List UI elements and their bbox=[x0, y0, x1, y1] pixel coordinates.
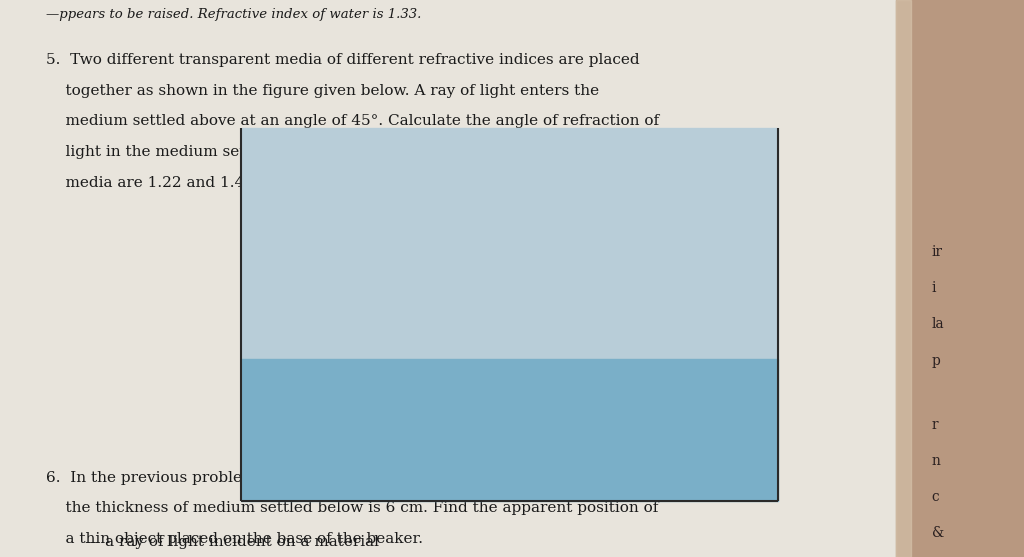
Bar bbox=[241, 128, 778, 501]
Text: the thickness of medium settled below is 6 cm. Find the apparent position of: the thickness of medium settled below is… bbox=[46, 501, 658, 515]
Text: &: & bbox=[932, 526, 944, 540]
Text: —ppears to be raised. Refractive index of water is 1.33.: —ppears to be raised. Refractive index o… bbox=[46, 8, 422, 21]
Bar bbox=[241, 128, 778, 359]
Bar bbox=[241, 359, 778, 501]
Text: n: n bbox=[932, 454, 941, 468]
Bar bbox=[896, 0, 1024, 557]
Text: 6.  In the previous problem, the thickness of medium settled above is 5 cm and: 6. In the previous problem, the thicknes… bbox=[46, 471, 657, 485]
Text: ir: ir bbox=[932, 245, 943, 259]
Text: light in the medium settled below. The refractive indices of upper and lower: light in the medium settled below. The r… bbox=[46, 145, 654, 159]
Text: r: r bbox=[932, 418, 938, 432]
Text: together as shown in the figure given below. A ray of light enters the: together as shown in the figure given be… bbox=[46, 84, 599, 97]
Text: p: p bbox=[932, 354, 941, 368]
Text: medium settled above at an angle of 45°. Calculate the angle of refraction of: medium settled above at an angle of 45°.… bbox=[46, 114, 659, 129]
Bar bbox=[896, 0, 911, 557]
Text: i: i bbox=[932, 281, 936, 295]
Text: la: la bbox=[932, 317, 944, 331]
Text: media are 1.22 and 1.44, respectively.: media are 1.22 and 1.44, respectively. bbox=[46, 176, 360, 190]
Text: a thin object placed on the base of the beaker.: a thin object placed on the base of the … bbox=[46, 532, 423, 546]
Text: — a ray of light incident on a material: — a ray of light incident on a material bbox=[46, 535, 379, 549]
Text: c: c bbox=[932, 490, 939, 504]
Text: 5.  Two different transparent media of different refractive indices are placed: 5. Two different transparent media of di… bbox=[46, 53, 640, 67]
